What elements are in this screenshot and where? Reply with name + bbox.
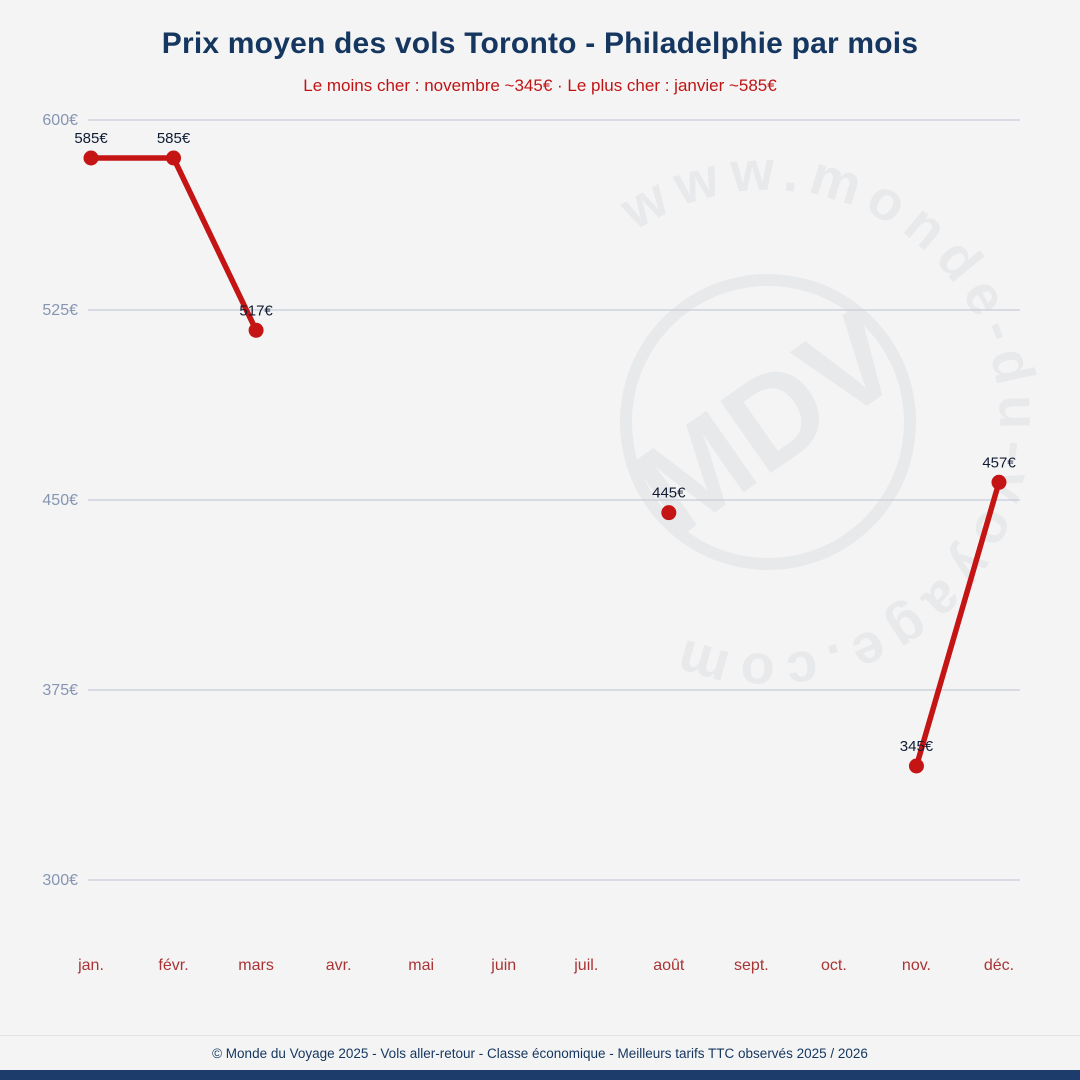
grid-layer: 300€ 375€ 450€ 525€ 600€ jan. févr. mars avr. mai…: [42, 112, 1020, 974]
y-axis-label: 450€: [42, 492, 78, 509]
y-axis-label: 600€: [42, 112, 78, 129]
data-point-label: 345€: [900, 738, 934, 755]
data-point: [248, 322, 264, 338]
x-axis-label: mai: [408, 957, 434, 974]
y-axis-label: 375€: [42, 682, 78, 699]
x-axis-label: avr.: [326, 957, 352, 974]
data-point-label: 457€: [982, 454, 1016, 471]
x-axis-label: nov.: [902, 957, 931, 974]
footer-text: © Monde du Voyage 2025 - Vols aller-reto…: [212, 1045, 868, 1061]
y-axis-label: 525€: [42, 302, 78, 319]
chart-title: Prix moyen des vols Toronto - Philadelph…: [161, 27, 919, 60]
x-axis-label: juin: [490, 957, 516, 974]
series-layer: [83, 150, 1007, 774]
data-point: [908, 758, 924, 774]
data-point-label: 445€: [652, 485, 686, 502]
data-point-label: 517€: [239, 302, 273, 319]
x-axis-label: mars: [238, 957, 274, 974]
chart-subtitle: Le moins cher : novembre ~345€ · Le plus…: [303, 76, 777, 95]
y-axis-label: 300€: [42, 872, 78, 889]
data-point-label: 585€: [74, 130, 108, 147]
data-point-label: 585€: [157, 130, 191, 147]
footer: © Monde du Voyage 2025 - Vols aller-reto…: [0, 1035, 1080, 1070]
x-axis-label: févr.: [158, 957, 188, 974]
data-point: [83, 150, 99, 166]
x-axis-label: oct.: [821, 957, 847, 974]
price-line-segment: [88, 155, 259, 334]
watermark: MDV www.monde-du-voyage.com: [410, 26, 1080, 791]
footer-accent-bar: [0, 1070, 1080, 1080]
x-axis-label: juil.: [573, 957, 598, 974]
data-point: [166, 150, 182, 166]
data-point: [991, 474, 1007, 490]
x-axis-label: jan.: [77, 957, 104, 974]
x-axis-label: déc.: [984, 957, 1014, 974]
price-line-segment: [913, 479, 1002, 769]
watermark-ring: [620, 274, 916, 570]
point-labels-layer: 585€ 585€ 517€ 445€ 345€ 457€: [74, 130, 1016, 755]
x-axis-label: août: [653, 957, 685, 974]
data-point: [661, 505, 677, 521]
x-axis-label: sept.: [734, 957, 769, 974]
